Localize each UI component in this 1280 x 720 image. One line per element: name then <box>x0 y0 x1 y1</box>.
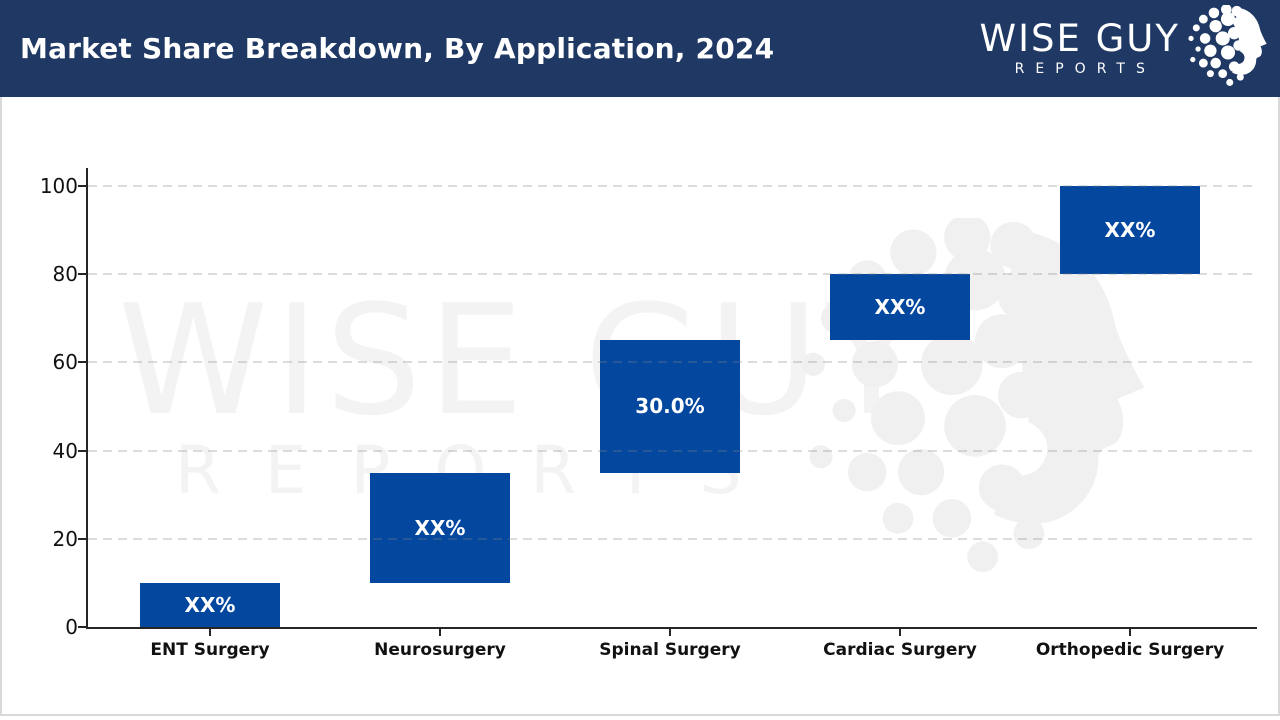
x-axis-tick-mark <box>899 629 901 636</box>
x-axis-tick-mark <box>209 629 211 636</box>
gridline-60 <box>88 361 1255 364</box>
y-axis-tick-mark <box>78 185 86 187</box>
chart-title: Market Share Breakdown, By Application, … <box>20 32 775 65</box>
logo-face-icon <box>1188 4 1267 86</box>
gridline-20 <box>88 537 1255 540</box>
x-axis-line <box>86 627 1257 629</box>
header-bar: Market Share Breakdown, By Application, … <box>0 0 1280 97</box>
y-axis-tick-mark <box>78 449 86 452</box>
bar-neurosurgery: XX% <box>370 472 510 583</box>
x-axis-label-orthopedic-surgery: Orthopedic Surgery <box>1035 640 1225 660</box>
gridline-40 <box>88 449 1255 452</box>
y-axis-tick-label: 20 <box>52 526 78 551</box>
y-axis-tick-mark <box>78 626 86 628</box>
wiseguy-logo: WISE GUY REPORTS <box>980 0 1272 97</box>
gridline-80 <box>88 273 1255 276</box>
y-axis-tick-label: 40 <box>52 438 78 463</box>
x-axis-label-ent-surgery: ENT Surgery <box>150 640 270 660</box>
y-axis-tick-label: 60 <box>52 350 78 375</box>
logo-wise-guy-text: WISE GUY <box>979 17 1180 61</box>
logo-reports-text: REPORTS <box>1014 60 1156 77</box>
y-axis-tick-mark <box>78 537 86 540</box>
x-axis-tick-mark <box>439 629 441 636</box>
y-axis-line <box>86 168 88 629</box>
y-axis-tick-mark <box>78 361 86 364</box>
y-axis-tick-label: 80 <box>52 262 78 287</box>
x-axis-tick-mark <box>1129 629 1131 636</box>
x-axis-tick-mark <box>669 629 671 636</box>
y-axis-tick-label: 100 <box>39 174 78 198</box>
y-axis-tick-label: 0 <box>65 615 78 639</box>
bar-value-label: XX% <box>874 295 926 320</box>
x-axis-label-spinal-surgery: Spinal Surgery <box>599 640 741 660</box>
bar-spinal-surgery: 30.0% <box>600 340 740 473</box>
watermark-wise-guy-text: WISE GUY <box>118 272 924 449</box>
y-axis-tick-mark <box>78 273 86 276</box>
bar-value-label: 30.0% <box>635 394 705 419</box>
bar-value-label: XX% <box>184 592 236 617</box>
x-axis-label-cardiac-surgery: Cardiac Surgery <box>823 640 977 660</box>
gridline-100 <box>88 185 1255 187</box>
bar-cardiac-surgery: XX% <box>830 274 970 341</box>
bar-value-label: XX% <box>1104 218 1156 243</box>
bar-orthopedic-surgery: XX% <box>1060 186 1200 275</box>
bar-ent-surgery: XX% <box>140 582 280 627</box>
x-axis-label-neurosurgery: Neurosurgery <box>374 640 506 660</box>
bar-value-label: XX% <box>414 515 466 540</box>
logo-text: WISE GUY REPORTS <box>979 17 1180 77</box>
